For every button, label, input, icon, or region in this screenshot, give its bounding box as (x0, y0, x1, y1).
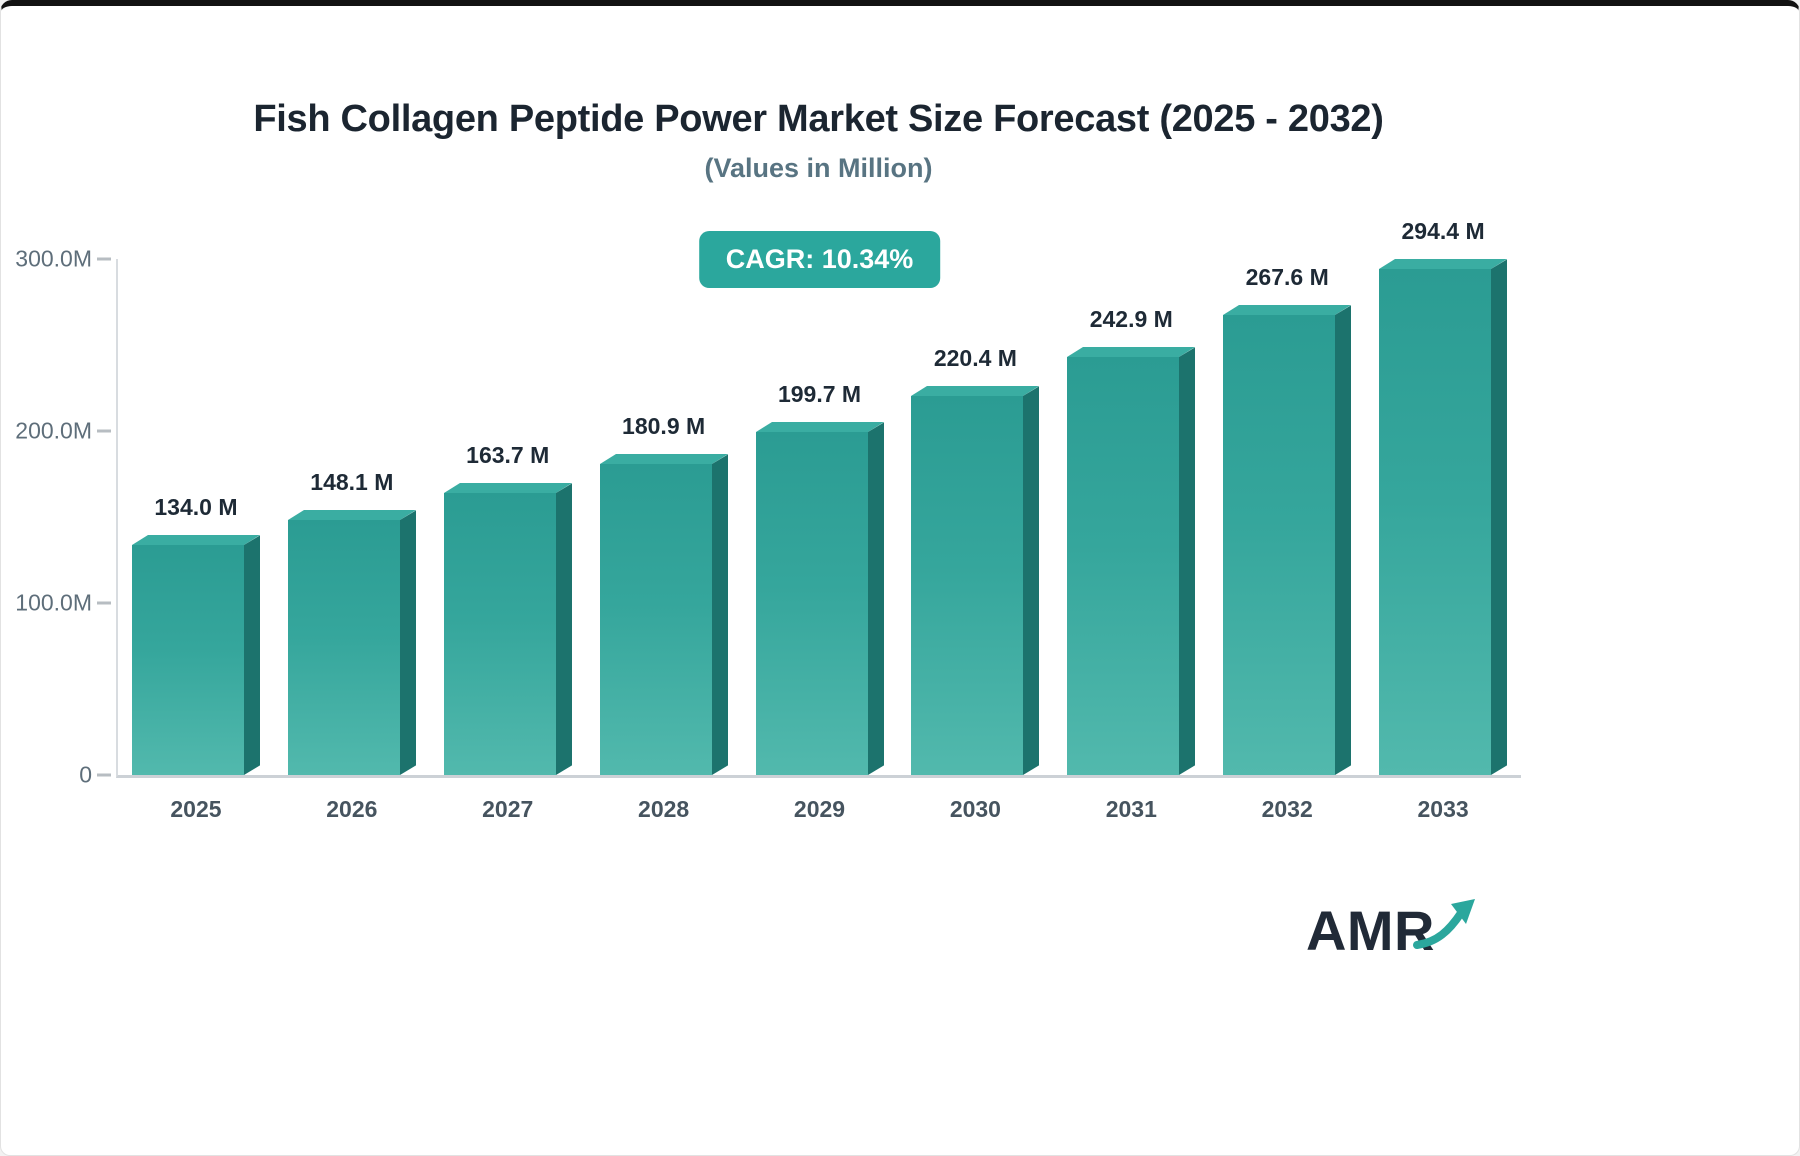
bar (131, 544, 244, 775)
x-axis-label: 2030 (949, 796, 1001, 822)
y-axis-tick-label: 300.0M (15, 245, 92, 272)
y-axis-tick-mark (97, 601, 111, 605)
bar-group: 242.9 M 2031 (1053, 259, 1209, 822)
bar-group: 294.4 M 2033 (1365, 218, 1521, 822)
logo-text: AMR (1305, 899, 1435, 962)
y-axis-tick-label: 0 (79, 761, 92, 788)
bar-value-label: 294.4 M (1401, 217, 1485, 244)
bar (1067, 357, 1180, 775)
plot-area: 134.0 M 2025 148.1 M 2026 163.7 M 2027 180.9 M… (118, 218, 1521, 822)
bar-group: 220.4 M 2030 (897, 259, 1053, 822)
bar-group: 267.6 M 2032 (1209, 259, 1365, 822)
bar-group: 180.9 M 2028 (586, 259, 742, 822)
bar (911, 395, 1024, 775)
x-axis-label: 2033 (1417, 796, 1469, 822)
page-title: Fish Collagen Peptide Power Market Size … (253, 98, 1384, 140)
bar (287, 520, 400, 775)
x-axis-label: 2025 (170, 796, 222, 822)
amr-logo: AMR (1306, 898, 1481, 963)
bar-group: 148.1 M 2026 (274, 259, 430, 822)
chart-subtitle: (Values in Million) (704, 153, 933, 183)
bar-value-label: 134.0 M (154, 493, 238, 520)
bar (443, 493, 556, 775)
logo-arrow-icon (1413, 898, 1475, 949)
cagr-badge: CAGR: 10.34% (698, 231, 941, 288)
bar-value-label: 199.7 M (777, 380, 862, 407)
x-axis-label: 2028 (638, 796, 690, 822)
x-axis-label: 2027 (482, 796, 534, 822)
bar-value-label: 220.4 M (933, 344, 1017, 371)
bar (1223, 314, 1336, 775)
bar (1379, 268, 1492, 775)
bar-chart: CAGR: 10.34% 134.0 M 2025 148.1 M 2026 163.7… (15, 218, 1521, 822)
y-axis-tick-mark (97, 257, 111, 261)
bar-value-label: 267.6 M (1245, 263, 1329, 290)
y-axis-tick-label: 100.0M (15, 589, 92, 616)
x-axis-label: 2029 (793, 796, 846, 822)
y-axis-tick-label: 200.0M (15, 417, 92, 444)
bar-value-label: 180.9 M (622, 412, 706, 439)
bar-value-label: 242.9 M (1089, 306, 1173, 333)
x-axis-label: 2026 (326, 796, 378, 822)
bar (599, 463, 712, 775)
bar-value-label: 148.1 M (310, 469, 394, 496)
y-axis-tick-mark (97, 429, 111, 433)
x-axis-label: 2032 (1261, 796, 1313, 822)
bar-value-label: 163.7 M (466, 442, 550, 469)
bar-group: 163.7 M 2027 (430, 259, 586, 822)
bar (755, 431, 868, 775)
y-axis-tick-mark (97, 773, 111, 777)
x-axis-label: 2031 (1105, 796, 1157, 822)
bar-group: 199.7 M 2029 (742, 259, 898, 822)
bar-group: 134.0 M 2025 (118, 259, 274, 822)
